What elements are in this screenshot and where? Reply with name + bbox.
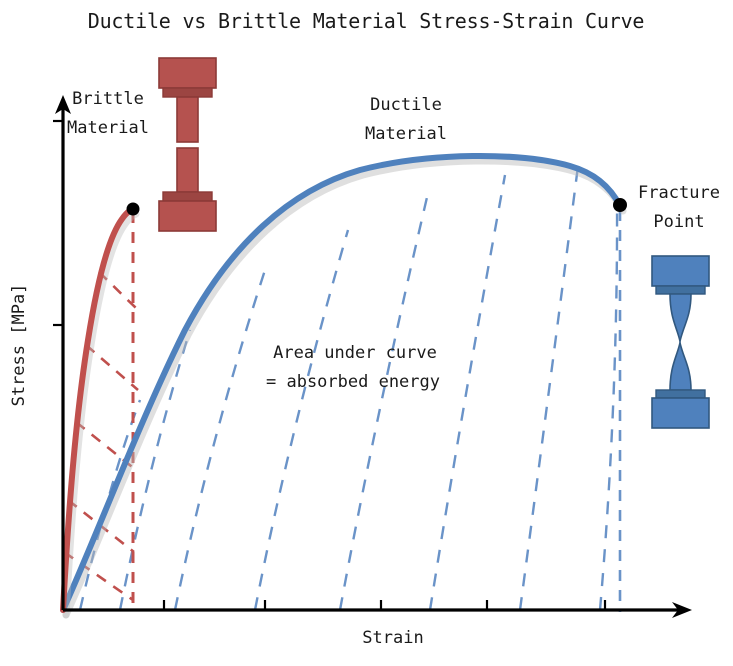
ductile-area-hatching (78, 165, 619, 611)
brittle-fracture-point-dot (126, 202, 140, 216)
brittle-stress-strain-curve (60, 206, 136, 613)
area-under-curve-annotation: Area under curve = absorbed energy (266, 343, 440, 392)
area-annotation-line2: = absorbed energy (266, 372, 440, 392)
ductile-material-label-line2: Material (365, 124, 447, 144)
x-axis-arrowhead (672, 602, 692, 618)
y-axis-label: Stress [MPa] (9, 284, 29, 407)
y-axis (53, 95, 71, 610)
brittle-specimen-icon (158, 57, 217, 232)
fracture-point-label-line2: Point (653, 212, 704, 232)
area-annotation-line1: Area under curve (273, 343, 437, 363)
y-axis-arrowhead (55, 95, 71, 114)
fracture-point-label-line1: Fracture (638, 183, 720, 203)
ductile-material-label: Ductile Material (365, 95, 447, 144)
ductile-curve-shadow (62, 157, 627, 619)
brittle-material-label: Brittle Material (67, 89, 149, 138)
ductile-material-label-line1: Ductile (370, 95, 442, 115)
ductile-specimen-icon (651, 255, 710, 429)
brittle-curve-shadow (62, 210, 140, 619)
ductile-fracture-point-dot (613, 198, 627, 212)
x-axis-label: Strain (362, 628, 423, 648)
fracture-point-label: Fracture Point (638, 183, 720, 232)
chart-title: Ductile vs Brittle Material Stress-Strai… (88, 9, 645, 33)
brittle-material-label-line2: Material (67, 118, 149, 138)
brittle-material-label-line1: Brittle (72, 89, 144, 109)
x-axis (63, 600, 692, 618)
ductile-stress-strain-curve (60, 152, 623, 613)
